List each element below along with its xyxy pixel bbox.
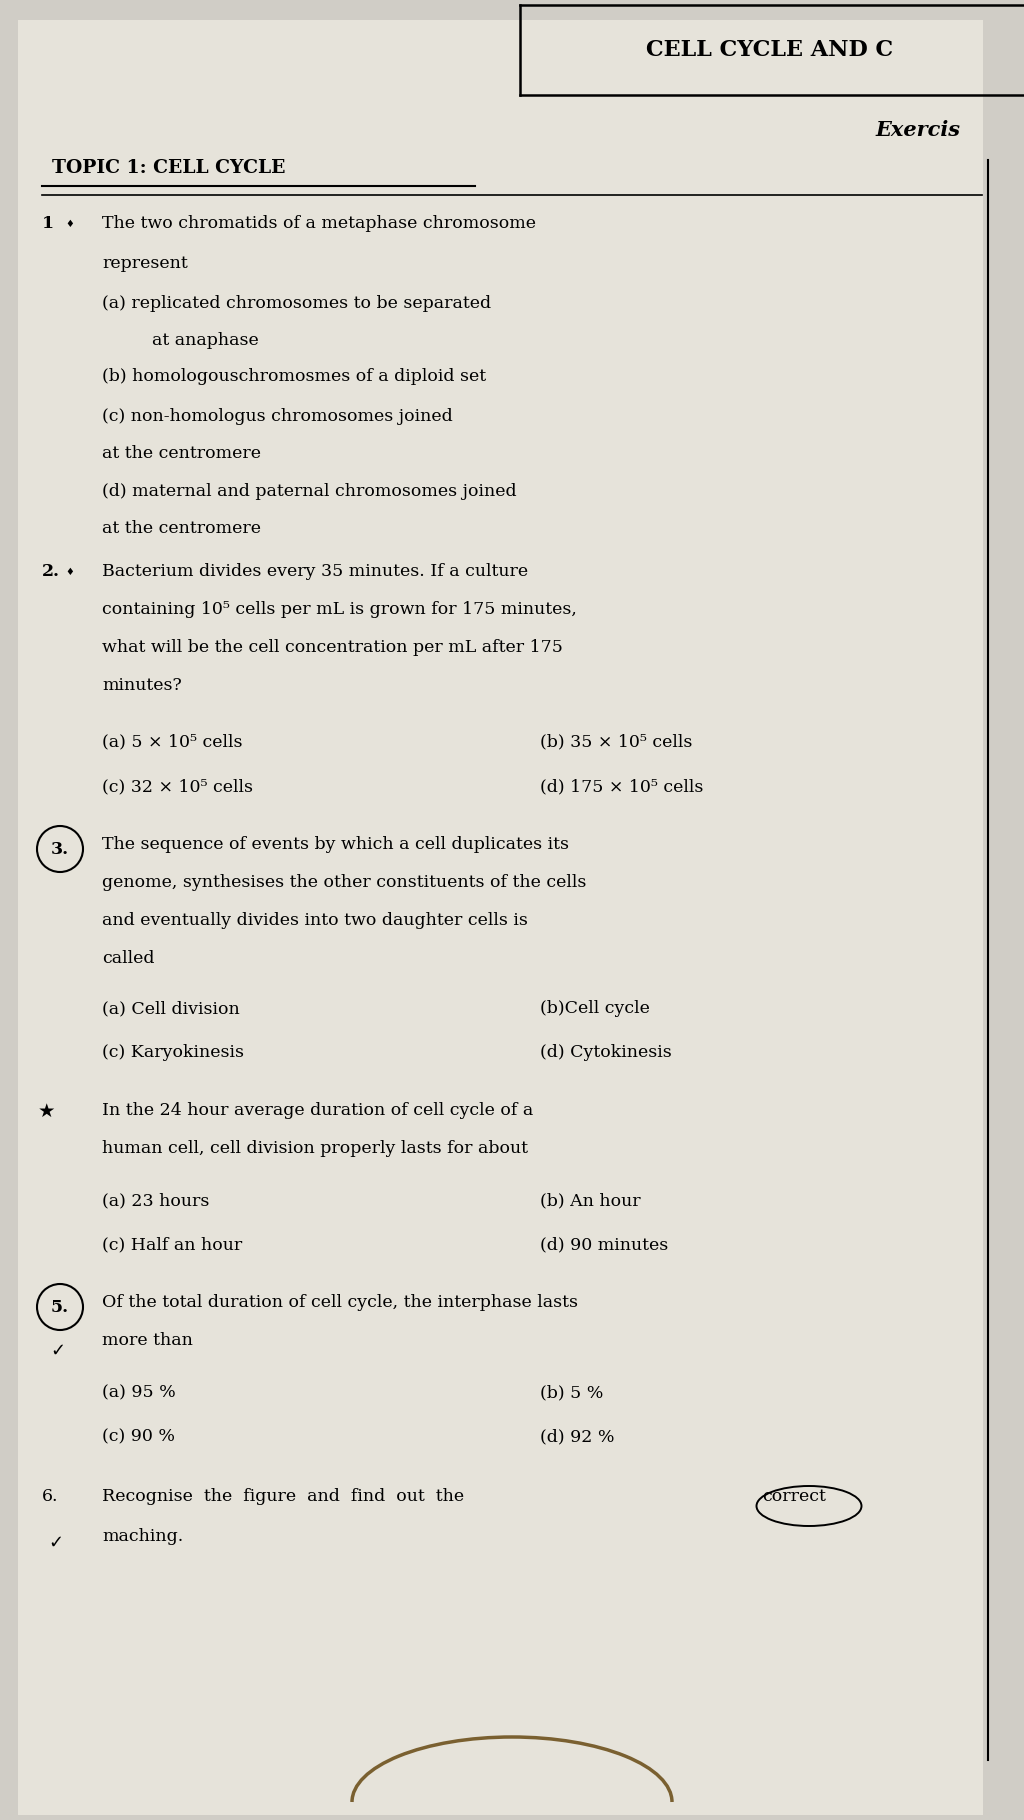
Text: 2.: 2. — [42, 562, 60, 581]
Text: TOPIC 1: CELL CYCLE: TOPIC 1: CELL CYCLE — [52, 158, 286, 177]
Text: represent: represent — [102, 255, 187, 271]
Text: (b) 5 %: (b) 5 % — [540, 1383, 603, 1401]
Text: (d) Cytokinesis: (d) Cytokinesis — [540, 1045, 672, 1061]
Text: 5.: 5. — [51, 1298, 69, 1316]
FancyBboxPatch shape — [18, 20, 983, 1815]
Text: at the centromere: at the centromere — [102, 521, 261, 537]
Text: (c) non-homologus chromosomes joined: (c) non-homologus chromosomes joined — [102, 408, 453, 426]
Text: (d) 90 minutes: (d) 90 minutes — [540, 1236, 669, 1252]
Text: ♦: ♦ — [65, 218, 74, 229]
Text: CELL CYCLE AND C: CELL CYCLE AND C — [646, 38, 894, 62]
Text: Of the total duration of cell cycle, the interphase lasts: Of the total duration of cell cycle, the… — [102, 1294, 578, 1310]
Text: (c) 90 %: (c) 90 % — [102, 1429, 175, 1445]
Text: Bacterium divides every 35 minutes. If a culture: Bacterium divides every 35 minutes. If a… — [102, 562, 528, 581]
Text: (c) 32 × 10⁵ cells: (c) 32 × 10⁵ cells — [102, 777, 253, 795]
Text: maching.: maching. — [102, 1529, 183, 1545]
Text: (d) 92 %: (d) 92 % — [540, 1429, 614, 1445]
Text: (d) maternal and paternal chromosomes joined: (d) maternal and paternal chromosomes jo… — [102, 482, 517, 500]
Text: (a) 23 hours: (a) 23 hours — [102, 1192, 209, 1208]
Text: what will be the cell concentration per mL after 175: what will be the cell concentration per … — [102, 639, 563, 655]
Text: genome, synthesises the other constituents of the cells: genome, synthesises the other constituen… — [102, 874, 587, 892]
Text: ✓: ✓ — [50, 1341, 66, 1360]
Text: The sequence of events by which a cell duplicates its: The sequence of events by which a cell d… — [102, 835, 569, 854]
Text: (c) Half an hour: (c) Half an hour — [102, 1236, 243, 1252]
Text: (c) Karyokinesis: (c) Karyokinesis — [102, 1045, 244, 1061]
Text: (a) Cell division: (a) Cell division — [102, 999, 240, 1017]
Text: 3.: 3. — [51, 841, 69, 857]
Text: minutes?: minutes? — [102, 677, 181, 693]
Text: The two chromatids of a metaphase chromosome: The two chromatids of a metaphase chromo… — [102, 215, 536, 231]
Text: at the centromere: at the centromere — [102, 446, 261, 462]
Text: called: called — [102, 950, 155, 966]
Text: ✓: ✓ — [48, 1534, 63, 1552]
Text: human cell, cell division properly lasts for about: human cell, cell division properly lasts… — [102, 1139, 528, 1158]
Text: (b) An hour: (b) An hour — [540, 1192, 641, 1208]
Text: more than: more than — [102, 1332, 193, 1349]
Text: (b) 35 × 10⁵ cells: (b) 35 × 10⁵ cells — [540, 733, 692, 750]
Text: ★: ★ — [38, 1101, 55, 1121]
Text: (a) 95 %: (a) 95 % — [102, 1383, 176, 1401]
Text: (d) 175 × 10⁵ cells: (d) 175 × 10⁵ cells — [540, 777, 703, 795]
Text: containing 10⁵ cells per mL is grown for 175 minutes,: containing 10⁵ cells per mL is grown for… — [102, 601, 577, 619]
Text: (b)Cell cycle: (b)Cell cycle — [540, 999, 650, 1017]
Text: (a) 5 × 10⁵ cells: (a) 5 × 10⁵ cells — [102, 733, 243, 750]
Text: 1: 1 — [42, 215, 54, 231]
Text: 6.: 6. — [42, 1489, 58, 1505]
Text: Exercis: Exercis — [874, 120, 961, 140]
Text: Recognise  the  figure  and  find  out  the: Recognise the figure and find out the — [102, 1489, 475, 1505]
Text: ♦: ♦ — [65, 568, 74, 577]
Text: correct: correct — [762, 1489, 826, 1505]
Text: In the 24 hour average duration of cell cycle of a: In the 24 hour average duration of cell … — [102, 1101, 534, 1119]
Text: and eventually divides into two daughter cells is: and eventually divides into two daughter… — [102, 912, 528, 928]
Text: (a) replicated chromosomes to be separated: (a) replicated chromosomes to be separat… — [102, 295, 492, 311]
Text: (b) homologouschromosmes of a diploid set: (b) homologouschromosmes of a diploid se… — [102, 368, 486, 386]
Text: at anaphase: at anaphase — [130, 331, 259, 349]
